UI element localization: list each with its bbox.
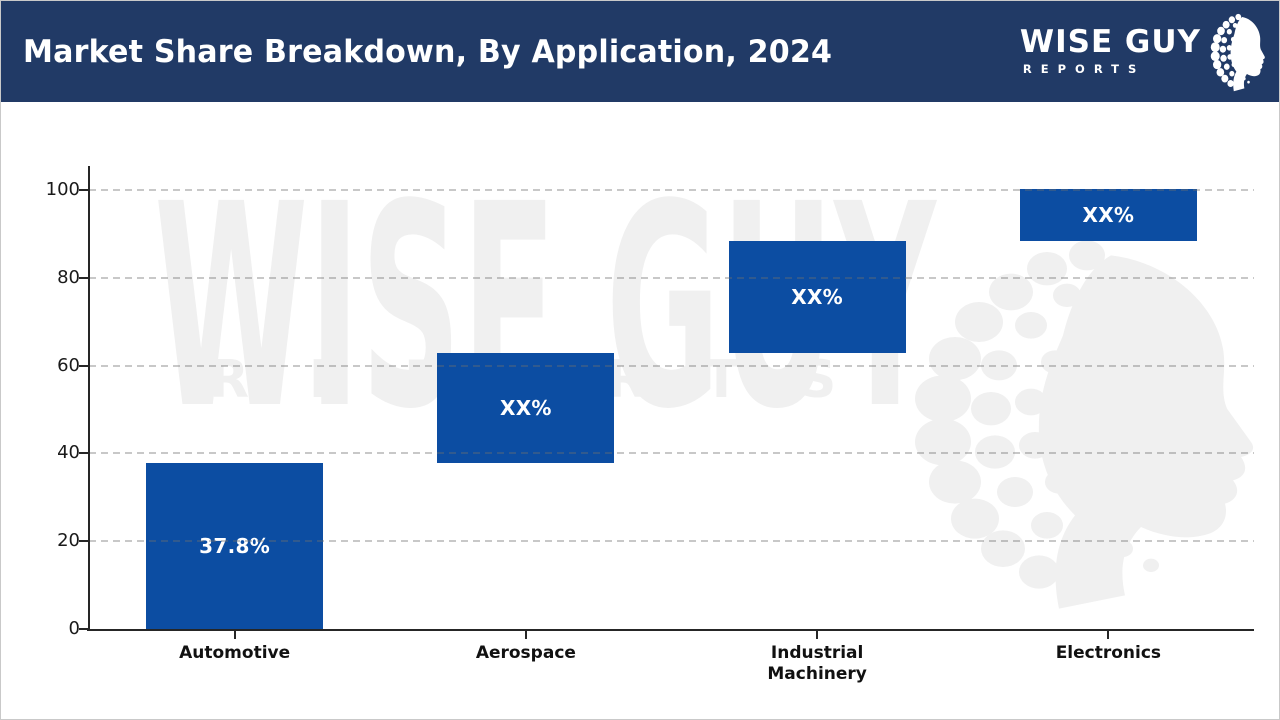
y-tick-label: 20 <box>57 530 80 552</box>
chart-title: Market Share Breakdown, By Application, … <box>23 33 833 70</box>
chart-area: WISE GUY REPORTS 37.8%AutomotiveXX%Aeros… <box>1 102 1279 719</box>
x-label-aerospace: Aerospace <box>475 643 576 663</box>
x-tick <box>816 631 819 639</box>
x-tick <box>1107 631 1110 639</box>
bar-industrial-machinery: XX% <box>728 241 906 353</box>
gridline <box>89 452 1254 455</box>
y-tick-label: 80 <box>57 266 80 288</box>
x-label-automotive: Automotive <box>179 643 291 663</box>
x-label-electronics: Electronics <box>1055 643 1162 663</box>
wise-guy-logo: WISE GUY REPORTS <box>1020 10 1269 94</box>
bar-aerospace: XX% <box>437 352 615 464</box>
y-tick <box>79 452 89 455</box>
logo-subtext: REPORTS <box>1022 62 1146 76</box>
y-tick-label: 60 <box>57 354 80 376</box>
gridline <box>89 276 1254 279</box>
logo-text: WISE GUY REPORTS <box>1019 24 1201 77</box>
y-axis-line <box>88 166 90 631</box>
y-tick-label: 0 <box>68 618 80 639</box>
y-tick <box>79 628 89 630</box>
plot-area: 37.8% Automotive XX% Aerospace XX% Industrial… <box>1 102 1279 719</box>
bar-value-label: XX% <box>1082 203 1135 228</box>
header-bar: Market Share Breakdown, By Application, … <box>1 1 1279 102</box>
y-tick <box>79 364 89 367</box>
gridline <box>89 540 1254 543</box>
bar-value-label: XX% <box>791 284 844 309</box>
y-tick <box>79 540 89 543</box>
bar-value-label: 37.8% <box>199 534 271 559</box>
x-tick <box>233 631 236 639</box>
x-axis-line <box>87 629 1254 631</box>
x-tick <box>524 631 527 639</box>
bar-value-label: XX% <box>499 395 552 420</box>
gridline <box>89 189 1254 192</box>
bar-electronics: XX% <box>1019 189 1197 242</box>
x-label-industrial-machinery: Industrial Machinery <box>767 643 867 685</box>
y-tick <box>79 276 89 279</box>
y-tick <box>79 189 89 192</box>
y-tick-label: 40 <box>57 442 80 464</box>
y-tick-label: 100 <box>45 179 80 201</box>
wise-guy-face-icon <box>1210 13 1265 91</box>
gridline <box>89 364 1254 367</box>
bar-automotive: 37.8% <box>146 463 324 629</box>
logo-wordmark: WISE GUY <box>1019 24 1201 60</box>
